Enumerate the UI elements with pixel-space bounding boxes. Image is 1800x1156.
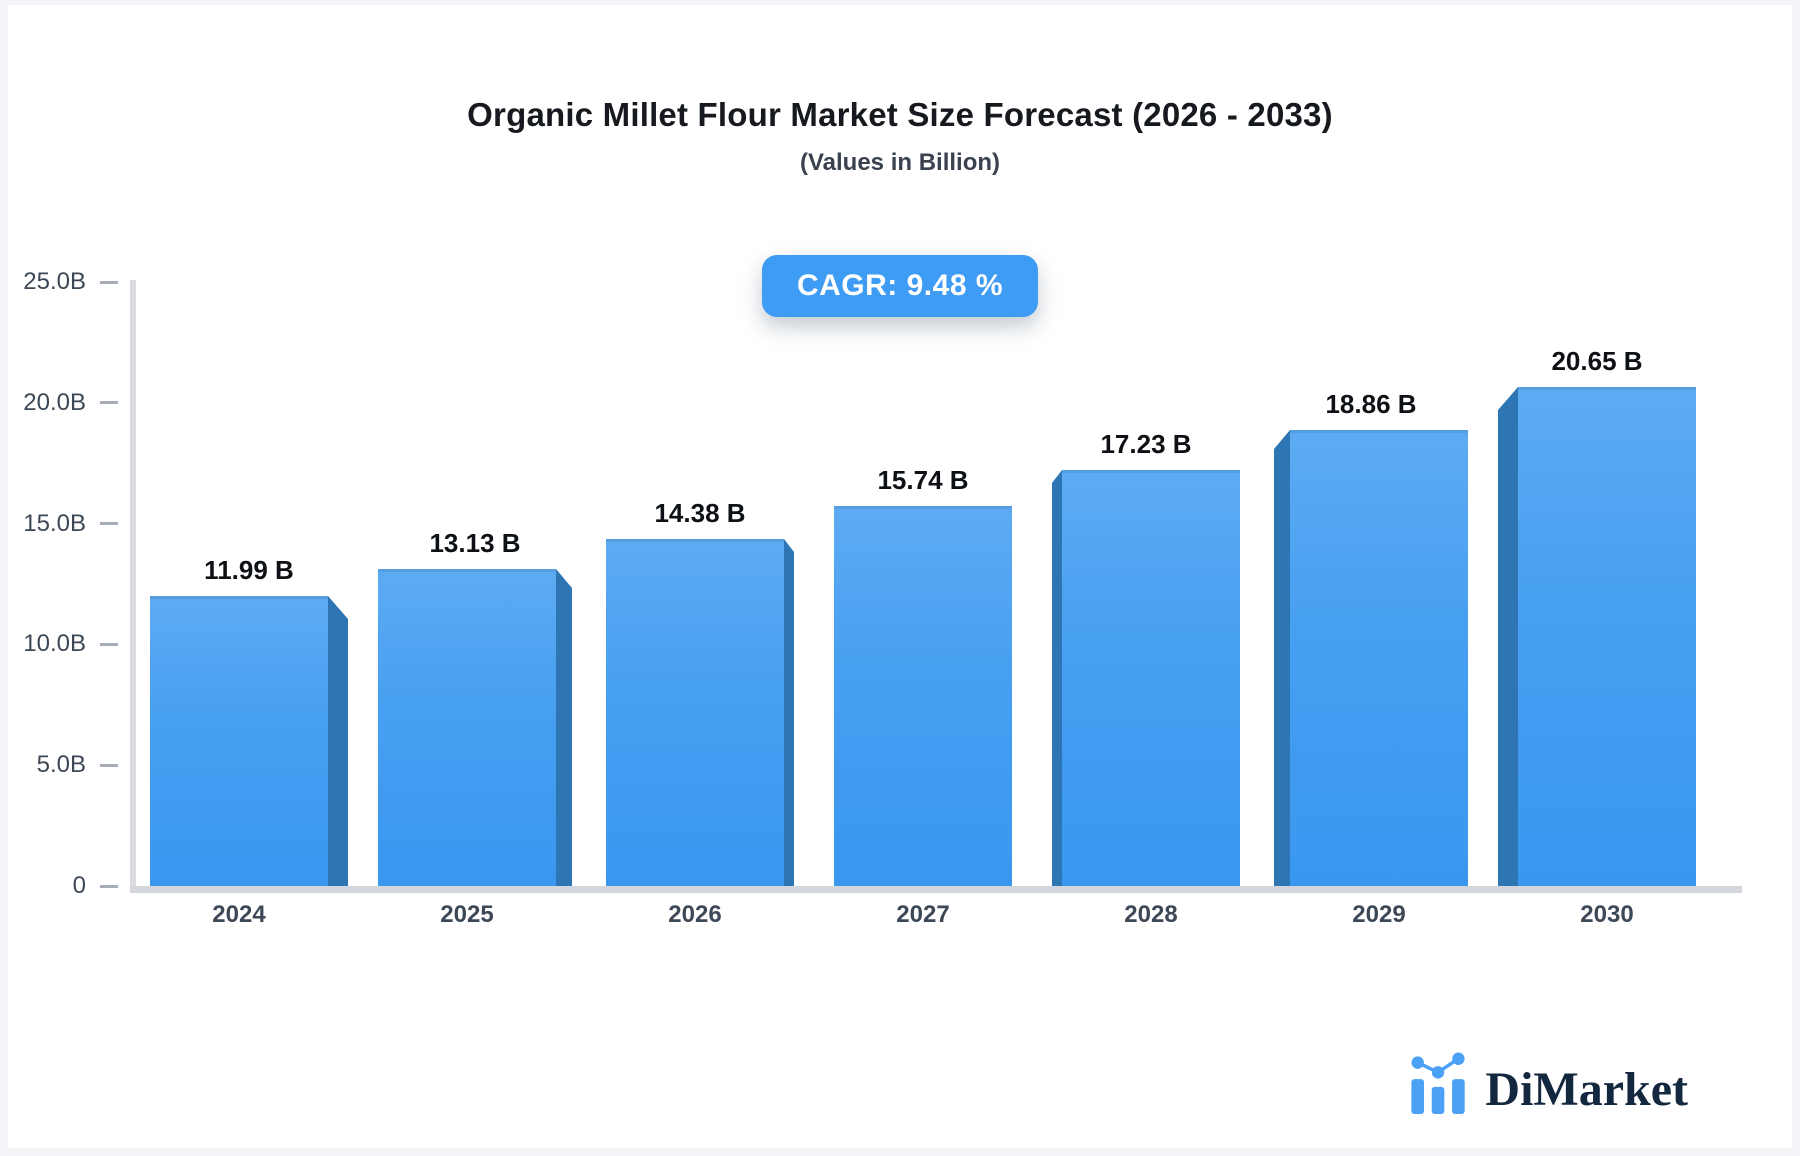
bar-value-label: 20.65 B bbox=[1551, 346, 1643, 376]
bar-side-face bbox=[328, 596, 348, 886]
mini-bar-chart-logo-icon bbox=[1411, 1052, 1466, 1114]
x-axis-label: 2029 bbox=[1352, 901, 1406, 928]
chart-title: Organic Millet Flour Market Size Forecas… bbox=[467, 96, 1333, 133]
cagr-badge: CAGR: 9.48 % bbox=[761, 255, 1039, 317]
x-axis-baseline bbox=[130, 886, 1742, 893]
y-tick-label: 25.0B bbox=[23, 268, 86, 295]
y-tick-label: 10.0B bbox=[23, 630, 86, 658]
bar-value-label: 13.13 B bbox=[429, 528, 521, 558]
y-tick-label: 20.0B bbox=[23, 388, 86, 416]
bar-side-face bbox=[1498, 387, 1518, 886]
bar-front-face[interactable] bbox=[1518, 387, 1696, 886]
y-tick-label: 5.0B bbox=[36, 751, 86, 779]
x-axis-label: 2027 bbox=[896, 901, 950, 928]
chart-subtitle: (Values in Billion) bbox=[799, 149, 1001, 176]
y-axis-line bbox=[130, 280, 136, 893]
bar-value-label: 11.99 B bbox=[204, 555, 294, 585]
bar-front-face[interactable] bbox=[378, 569, 556, 886]
bar-front-face[interactable] bbox=[1290, 430, 1468, 886]
bar-side-face bbox=[784, 539, 794, 886]
bar-side-face bbox=[1052, 470, 1062, 886]
bar-group: 20.65 B bbox=[1498, 346, 1696, 886]
y-tick: 25.0B bbox=[0, 268, 118, 296]
bar-group: 14.38 B bbox=[606, 498, 794, 886]
bar-group: 15.74 B bbox=[834, 465, 1012, 886]
bar-group: 11.99 B bbox=[150, 555, 348, 886]
x-axis-label: 2025 bbox=[440, 901, 494, 928]
y-tick-mark bbox=[100, 522, 118, 526]
x-axis-label: 2028 bbox=[1124, 901, 1178, 928]
y-tick-label: 15.0B bbox=[23, 509, 86, 537]
y-tick-label: 0 bbox=[72, 872, 86, 899]
y-tick: 0 bbox=[0, 872, 118, 900]
bar-value-label: 15.74 B bbox=[877, 465, 969, 495]
y-tick: 5.0B bbox=[0, 751, 118, 779]
bar-front-face[interactable] bbox=[1062, 470, 1240, 886]
x-axis-label: 2024 bbox=[212, 901, 266, 928]
y-tick-mark bbox=[100, 763, 118, 767]
y-tick-mark bbox=[100, 884, 118, 888]
x-axis-label: 2030 bbox=[1580, 901, 1634, 928]
bar-front-face[interactable] bbox=[834, 506, 1012, 886]
y-tick-mark bbox=[100, 401, 118, 405]
bar-front-face[interactable] bbox=[606, 539, 784, 886]
bar-side-face bbox=[1274, 430, 1290, 886]
y-tick-mark bbox=[100, 642, 118, 646]
brand-name: DiMarket bbox=[1485, 1063, 1688, 1116]
bar-value-label: 14.38 B bbox=[654, 498, 746, 528]
bar-front-face[interactable] bbox=[150, 596, 328, 886]
y-tick: 20.0B bbox=[0, 389, 118, 417]
y-tick: 10.0B bbox=[0, 630, 118, 658]
y-tick-mark bbox=[100, 280, 118, 284]
bar-value-label: 17.23 B bbox=[1100, 429, 1192, 459]
bar-side-face bbox=[556, 569, 572, 886]
bar-group: 17.23 B bbox=[1052, 429, 1240, 886]
x-axis-label: 2026 bbox=[668, 901, 722, 928]
y-tick: 15.0B bbox=[0, 510, 118, 538]
bar-value-label: 18.86 B bbox=[1325, 389, 1417, 419]
bar-group: 18.86 B bbox=[1274, 389, 1468, 886]
brand-logo: DiMarket bbox=[1408, 1050, 1688, 1114]
bar-group: 13.13 B bbox=[378, 528, 572, 886]
